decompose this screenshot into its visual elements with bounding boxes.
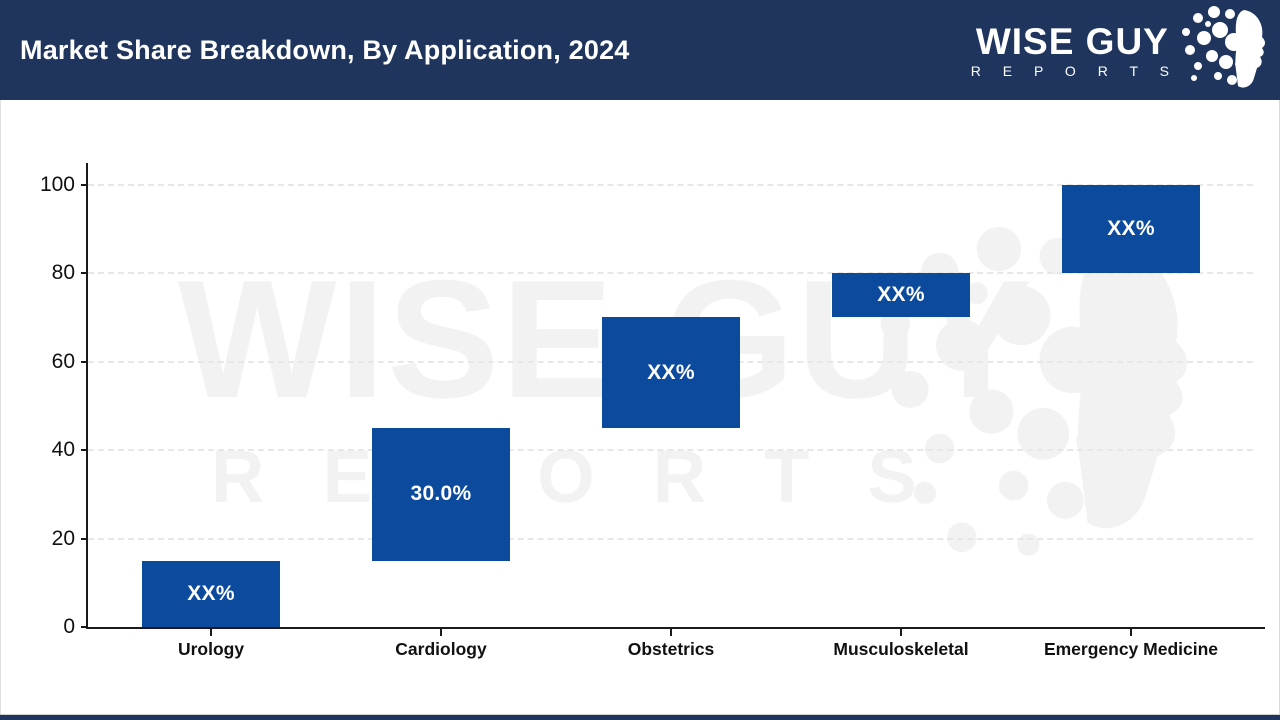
watermark-face-icon [851, 215, 1191, 580]
footer-bar [0, 714, 1280, 720]
brand-face-icon [1174, 4, 1266, 97]
chart-canvas: WISE GUY REPORTS [0, 100, 1280, 714]
watermark-brand-subtext: REPORTS [211, 435, 975, 518]
brand-subtitle: R E P O R T S [970, 62, 1178, 79]
header-bar: Market Share Breakdown, By Application, … [0, 0, 1280, 100]
page-title: Market Share Breakdown, By Application, … [20, 34, 630, 65]
brand-logo-text: WISE GUY R E P O R T S [967, 23, 1178, 78]
brand-logo: WISE GUY R E P O R T S [967, 4, 1266, 97]
brand-name: WISE GUY [975, 20, 1169, 62]
